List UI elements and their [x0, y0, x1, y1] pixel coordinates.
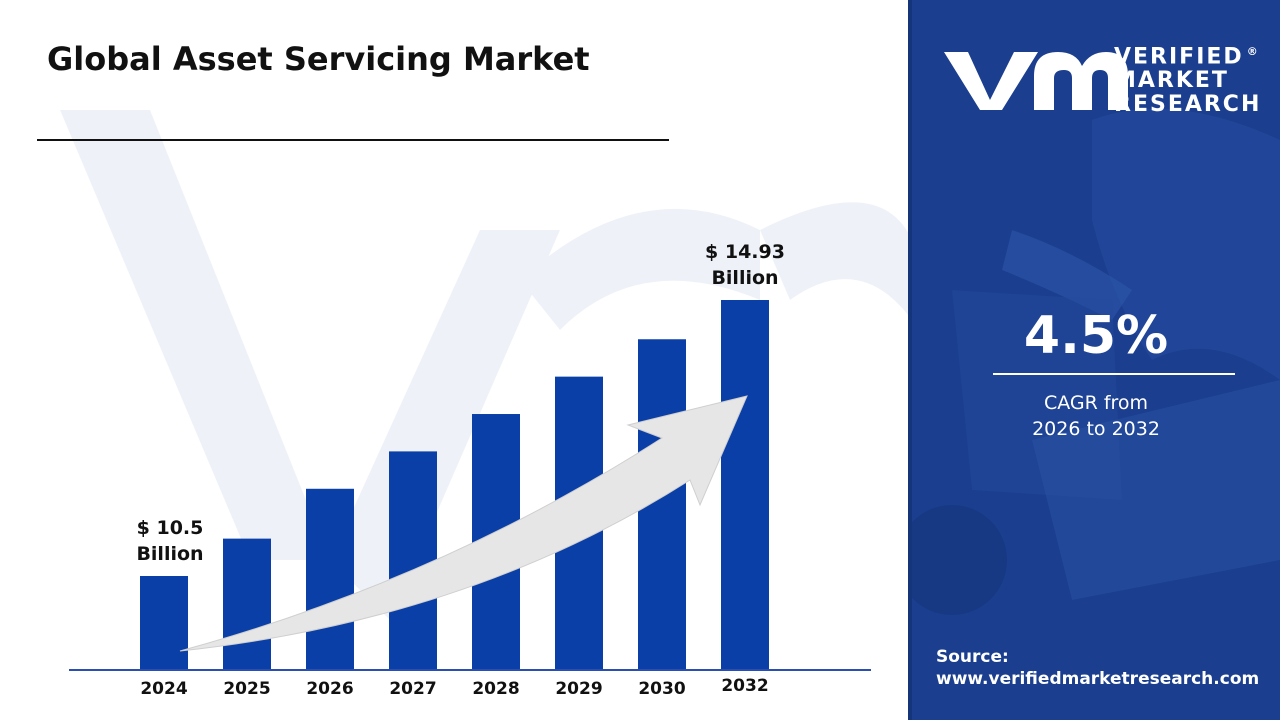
cagr-label-line2: 2026 to 2032: [1032, 418, 1160, 440]
watermark-logo: [60, 110, 912, 620]
background-photo: [912, 0, 1280, 720]
brand-line3: RESEARCH: [1114, 92, 1262, 118]
cagr-label-line1: CAGR from: [1043, 392, 1149, 414]
brand-line2: MARKET: [1114, 68, 1229, 94]
source-label: Source:: [936, 647, 1009, 667]
tick-label-2026: 2026: [306, 679, 353, 699]
annotation-unit-2032: Billion: [711, 267, 778, 289]
annotation-unit-2024: Billion: [136, 543, 203, 565]
bar-chart: 2024 2025 2026 2027 2028 2029 2030 2032 $ 10.5 Bi…: [69, 241, 871, 699]
brand-line1: VERIFIED: [1114, 44, 1244, 70]
vmr-logo-icon: [944, 52, 1128, 110]
cagr-value: 4.5%: [1023, 306, 1169, 366]
bar-2024: [140, 576, 188, 669]
registered-mark: ®: [1246, 45, 1260, 58]
trend-arrow: [179, 395, 748, 652]
brand-name: VERIFIED ® MARKET RESEARCH: [1114, 40, 1261, 117]
bar-2025: [223, 538, 271, 669]
tick-label-2032: 2032: [721, 676, 768, 696]
bar-2027: [389, 451, 437, 669]
cagr-label: CAGR from 2026 to 2032: [912, 390, 1280, 442]
title-divider: [37, 139, 669, 141]
info-panel: VERIFIED ® MARKET RESEARCH 4.5% CAGR from…: [912, 0, 1280, 720]
tick-label-2027: 2027: [389, 679, 436, 699]
annotation-value-2032: $ 14.93: [705, 241, 785, 263]
tick-label-2028: 2028: [472, 679, 519, 699]
tick-label-2030: 2030: [638, 679, 685, 699]
tick-label-2029: 2029: [555, 679, 602, 699]
annotation-value-2024: $ 10.5: [137, 517, 204, 539]
source-url[interactable]: www.verifiedmarketresearch.com: [936, 669, 1260, 689]
tick-label-2024: 2024: [140, 679, 187, 699]
bar-2026: [306, 488, 354, 669]
cagr-divider: [993, 373, 1235, 375]
page-title: Global Asset Servicing Market: [47, 40, 590, 78]
chart-panel: Global Asset Servicing Market 2024 2025 20…: [37, 40, 912, 699]
panel-divider: [908, 0, 912, 720]
tick-label-2025: 2025: [223, 679, 270, 699]
source: Source: www.verifiedmarketresearch.com: [936, 646, 1259, 690]
bar-2032: [721, 300, 769, 669]
